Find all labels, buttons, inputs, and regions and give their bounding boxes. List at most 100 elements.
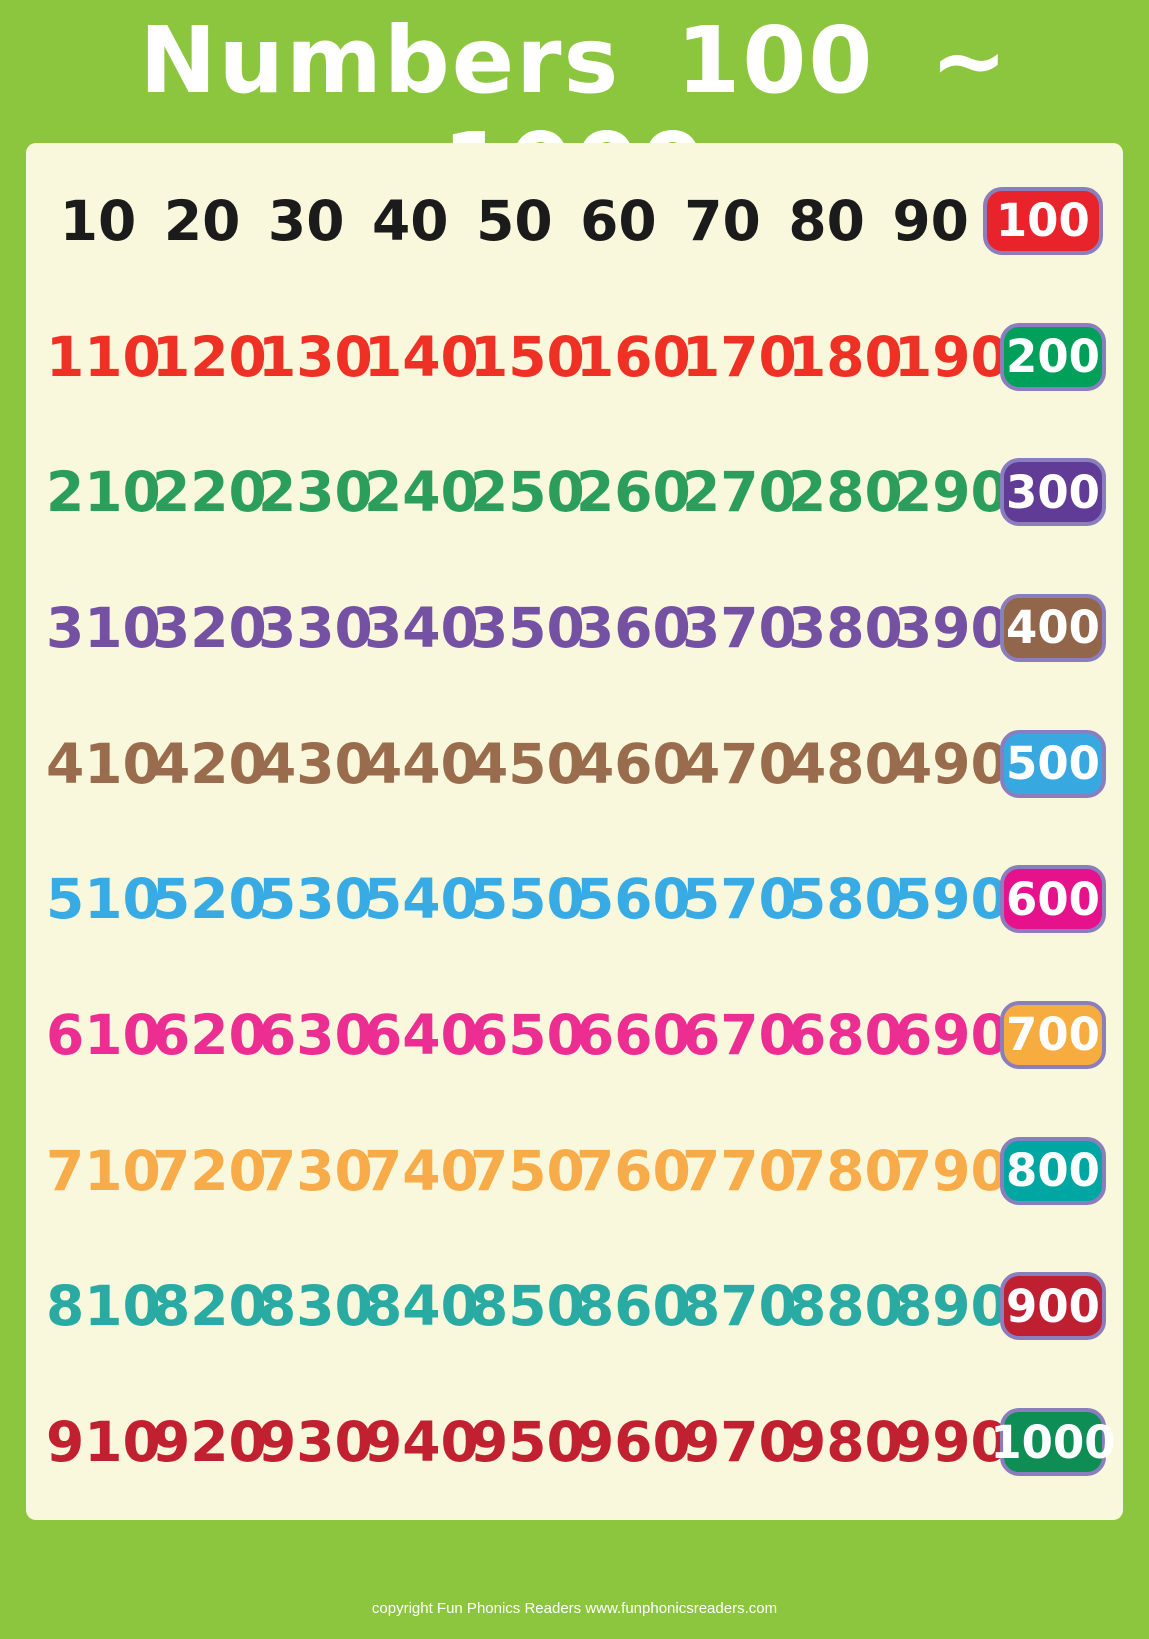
number-cell: 610: [46, 1002, 161, 1067]
number-cell: 530: [258, 867, 373, 932]
number-cell: 520: [152, 867, 267, 932]
number-cell: 410: [46, 731, 161, 796]
number-cell: 780: [788, 1138, 903, 1203]
number-cell: 550: [470, 867, 585, 932]
number-row: 110 120 130 140 150 160 170 180 190 200: [46, 322, 1106, 391]
number-row: 510 520 530 540 550 560 570 580 590 600: [46, 865, 1106, 934]
number-cell: 440: [364, 731, 479, 796]
number-cell: 290: [894, 460, 1009, 525]
number-cell: 830: [258, 1274, 373, 1339]
number-cell: 810: [46, 1274, 161, 1339]
number-cell: 740: [364, 1138, 479, 1203]
number-cell: 90: [892, 188, 969, 253]
number-cell: 660: [576, 1002, 691, 1067]
number-cell: 220: [152, 460, 267, 525]
number-cell: 270: [682, 460, 797, 525]
number-cell: 540: [364, 867, 479, 932]
number-cell: 970: [682, 1410, 797, 1475]
number-cell: 130: [258, 324, 373, 389]
number-cell: 230: [258, 460, 373, 525]
hundred-badge: 800: [1000, 1136, 1106, 1205]
hundred-badge: 700: [1000, 1000, 1106, 1069]
number-cell: 150: [470, 324, 585, 389]
number-cell: 680: [788, 1002, 903, 1067]
number-cell: 340: [364, 595, 479, 660]
number-cell: 990: [894, 1410, 1009, 1475]
number-row: 910 920 930 940 950 960 970 980 990 1000: [46, 1408, 1116, 1477]
number-cell: 260: [576, 460, 691, 525]
number-cell: 750: [470, 1138, 585, 1203]
number-cell: 860: [576, 1274, 691, 1339]
number-cell: 310: [46, 595, 161, 660]
number-row: 210 220 230 240 250 260 270 280 290 300: [46, 458, 1106, 527]
hundred-badge: 500: [1000, 729, 1106, 798]
number-cell: 250: [470, 460, 585, 525]
hundred-badge: 600: [1000, 865, 1106, 934]
number-cell: 20: [163, 188, 241, 253]
number-cell: 490: [894, 731, 1009, 796]
number-cell: 570: [682, 867, 797, 932]
number-row: 810 820 830 840 850 860 870 880 890 900: [46, 1272, 1106, 1341]
number-cell: 460: [576, 731, 691, 796]
number-cell: 50: [476, 188, 553, 253]
number-cell: 30: [267, 188, 345, 253]
number-cell: 40: [372, 188, 449, 253]
number-cell: 890: [894, 1274, 1009, 1339]
number-cell: 770: [682, 1138, 797, 1203]
number-cell: 880: [788, 1274, 903, 1339]
number-cell: 70: [684, 188, 761, 253]
number-cell: 640: [364, 1002, 479, 1067]
number-grid: 10 20 30 40 50 60 70 80 90 100 110 120 130 140 150 160…: [26, 143, 1123, 1520]
number-cell: 950: [470, 1410, 585, 1475]
number-cell: 630: [258, 1002, 373, 1067]
number-cell: 370: [682, 595, 797, 660]
number-cell: 560: [576, 867, 691, 932]
number-cell: 240: [364, 460, 479, 525]
number-cell: 10: [59, 188, 137, 253]
hundred-badge: 200: [1000, 322, 1106, 391]
number-cell: 920: [152, 1410, 267, 1475]
number-cell: 80: [788, 188, 865, 253]
number-cell: 510: [46, 867, 161, 932]
number-row: 310 320 330 340 350 360 370 380 390 400: [46, 593, 1106, 662]
number-row: 610 620 630 640 650 660 670 680 690 700: [46, 1000, 1106, 1069]
number-cell: 380: [788, 595, 903, 660]
number-cell: 670: [682, 1002, 797, 1067]
number-cell: 180: [788, 324, 903, 389]
number-cell: 730: [258, 1138, 373, 1203]
number-cell: 650: [470, 1002, 585, 1067]
number-cell: 160: [576, 324, 691, 389]
number-cell: 360: [576, 595, 691, 660]
number-cell: 710: [46, 1138, 161, 1203]
hundred-badge: 900: [1000, 1272, 1106, 1341]
number-cell: 60: [580, 188, 657, 253]
number-cell: 430: [258, 731, 373, 796]
number-cell: 190: [894, 324, 1009, 389]
hundred-badge: 400: [1000, 593, 1106, 662]
number-cell: 840: [364, 1274, 479, 1339]
hundred-badge: 1000: [990, 1408, 1116, 1477]
number-cell: 350: [470, 595, 585, 660]
number-cell: 960: [576, 1410, 691, 1475]
number-row: 710 720 730 740 750 760 770 780 790 800: [46, 1136, 1106, 1205]
number-cell: 720: [152, 1138, 267, 1203]
number-cell: 170: [682, 324, 797, 389]
number-cell: 580: [788, 867, 903, 932]
hundred-badge: 300: [1000, 458, 1106, 527]
number-cell: 330: [258, 595, 373, 660]
number-cell: 320: [152, 595, 267, 660]
number-cell: 760: [576, 1138, 691, 1203]
number-cell: 280: [788, 460, 903, 525]
number-cell: 210: [46, 460, 161, 525]
number-cell: 620: [152, 1002, 267, 1067]
number-cell: 980: [788, 1410, 903, 1475]
number-cell: 930: [258, 1410, 373, 1475]
number-cell: 110: [46, 324, 161, 389]
number-cell: 940: [364, 1410, 479, 1475]
number-row: 10 20 30 40 50 60 70 80 90 100: [46, 186, 1103, 255]
number-cell: 910: [46, 1410, 161, 1475]
number-cell: 590: [894, 867, 1009, 932]
number-cell: 870: [682, 1274, 797, 1339]
number-cell: 470: [682, 731, 797, 796]
